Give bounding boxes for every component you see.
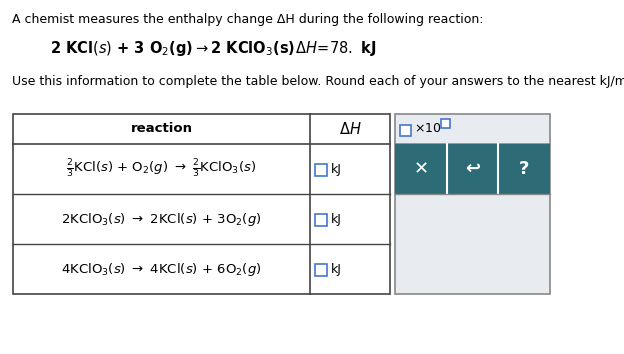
Text: $\Delta H\!=\!78.$ kJ: $\Delta H\!=\!78.$ kJ <box>295 40 376 58</box>
Text: kJ: kJ <box>331 212 342 225</box>
Text: ↩: ↩ <box>465 160 480 178</box>
Text: ?: ? <box>519 160 529 178</box>
Bar <box>395 114 550 294</box>
Text: 4KClO$_3$$(s)$ $\rightarrow$ 4KCl$(s)$ + 6O$_2$$(g)$: 4KClO$_3$$(s)$ $\rightarrow$ 4KCl$(s)$ +… <box>61 261 261 278</box>
Text: $\times$10: $\times$10 <box>414 122 442 136</box>
Text: reaction: reaction <box>130 122 192 136</box>
Text: kJ: kJ <box>331 263 342 275</box>
Text: $\Delta H$: $\Delta H$ <box>339 121 361 137</box>
Bar <box>315 164 327 176</box>
Bar <box>13 114 390 294</box>
Text: A chemist measures the enthalpy change ΔH during the following reaction:: A chemist measures the enthalpy change Δ… <box>12 12 484 25</box>
Text: 2 KCl$(s)$ + 3 O$_2$(g)$\rightarrow$2 KClO$_3$(s): 2 KCl$(s)$ + 3 O$_2$(g)$\rightarrow$2 KC… <box>50 40 295 58</box>
Text: $\frac{2}{3}$KCl$(s)$ + O$_2$$(g)$ $\rightarrow$ $\frac{2}{3}$KClO$_3$$(s)$: $\frac{2}{3}$KCl$(s)$ + O$_2$$(g)$ $\rig… <box>66 158 256 180</box>
Text: Use this information to complete the table below. Round each of your answers to : Use this information to complete the tab… <box>12 75 624 88</box>
Bar <box>400 125 411 136</box>
Bar <box>441 119 450 128</box>
Bar <box>315 264 327 276</box>
Text: ✕: ✕ <box>413 160 429 178</box>
Bar <box>315 214 327 226</box>
Bar <box>395 144 550 194</box>
Text: 2KClO$_3$$(s)$ $\rightarrow$ 2KCl$(s)$ + 3O$_2$$(g)$: 2KClO$_3$$(s)$ $\rightarrow$ 2KCl$(s)$ +… <box>61 211 261 228</box>
Text: kJ: kJ <box>331 162 342 176</box>
